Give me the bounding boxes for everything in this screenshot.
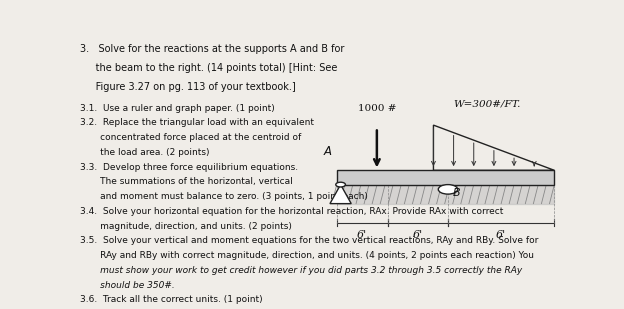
Text: must show your work to get credit however if you did parts 3.2 through 3.5 corre: must show your work to get credit howeve… [80, 266, 523, 275]
Text: the beam to the right. (14 points total) [Hint: See: the beam to the right. (14 points total)… [80, 63, 338, 73]
Text: The summations of the horizontal, vertical: The summations of the horizontal, vertic… [80, 177, 293, 186]
Text: B: B [453, 188, 461, 198]
Circle shape [336, 182, 346, 187]
Text: 3.3.  Develop three force equilibrium equations.: 3.3. Develop three force equilibrium equ… [80, 163, 298, 172]
Text: should be 350#.: should be 350#. [80, 281, 175, 290]
Text: W=300#/FT.: W=300#/FT. [453, 99, 520, 108]
Text: RAy and RBy with correct magnitude, direction, and units. (4 points, 2 points ea: RAy and RBy with correct magnitude, dire… [80, 251, 534, 260]
Text: concentrated force placed at the centroid of: concentrated force placed at the centroi… [80, 133, 301, 142]
Text: 3.1.  Use a ruler and graph paper. (1 point): 3.1. Use a ruler and graph paper. (1 poi… [80, 104, 275, 113]
Text: 6': 6' [496, 230, 506, 240]
Polygon shape [330, 184, 351, 204]
Bar [337, 170, 554, 184]
Text: 6': 6' [412, 230, 422, 240]
Circle shape [438, 184, 457, 194]
Text: the load area. (2 points): the load area. (2 points) [80, 148, 210, 157]
Text: 3.6.  Track all the correct units. (1 point): 3.6. Track all the correct units. (1 poi… [80, 295, 263, 304]
Text: 6': 6' [357, 230, 367, 240]
Text: Figure 3.27 on pg. 113 of your textbook.]: Figure 3.27 on pg. 113 of your textbook.… [80, 82, 296, 92]
Text: magnitude, direction, and units. (2 points): magnitude, direction, and units. (2 poin… [80, 222, 292, 231]
Text: 3.   Solve for the reactions at the supports A and B for: 3. Solve for the reactions at the suppor… [80, 44, 345, 54]
Text: 1000 #: 1000 # [358, 104, 396, 113]
Text: and moment must balance to zero. (3 points, 1 point each): and moment must balance to zero. (3 poin… [80, 192, 368, 201]
Text: A: A [324, 146, 332, 159]
Text: 3.2.  Replace the triangular load with an equivalent: 3.2. Replace the triangular load with an… [80, 118, 314, 127]
Text: 3.5.  Solve your vertical and moment equations for the two vertical reactions, R: 3.5. Solve your vertical and moment equa… [80, 236, 539, 245]
Text: 3.4.  Solve your horizontal equation for the horizontal reaction, RAx. Provide R: 3.4. Solve your horizontal equation for … [80, 207, 504, 216]
